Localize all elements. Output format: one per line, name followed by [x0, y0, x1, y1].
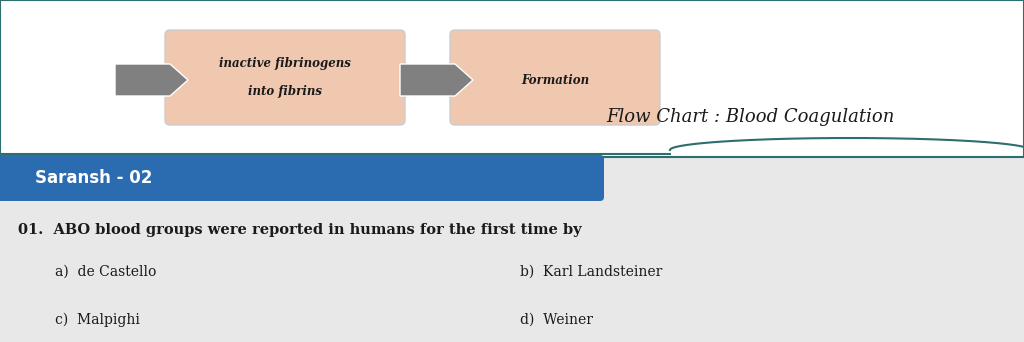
Text: Formation: Formation [521, 74, 589, 87]
Text: c)  Malpighi: c) Malpighi [55, 313, 140, 327]
Text: Flow Chart : Blood Coagulation: Flow Chart : Blood Coagulation [606, 108, 894, 126]
Text: b)  Karl Landsteiner: b) Karl Landsteiner [520, 265, 663, 279]
FancyBboxPatch shape [450, 30, 660, 125]
Text: d)  Weiner: d) Weiner [520, 313, 593, 327]
FancyBboxPatch shape [0, 0, 1024, 157]
FancyBboxPatch shape [165, 30, 406, 125]
FancyBboxPatch shape [0, 155, 604, 201]
FancyArrow shape [115, 64, 188, 96]
FancyArrow shape [400, 64, 473, 96]
Text: into fibrins: into fibrins [248, 86, 322, 98]
Text: a)  de Castello: a) de Castello [55, 265, 157, 279]
Text: Saransh - 02: Saransh - 02 [35, 169, 153, 187]
Text: 01.  ABO blood groups were reported in humans for the first time by: 01. ABO blood groups were reported in hu… [18, 223, 582, 237]
Text: inactive fibrinogens: inactive fibrinogens [219, 57, 351, 70]
